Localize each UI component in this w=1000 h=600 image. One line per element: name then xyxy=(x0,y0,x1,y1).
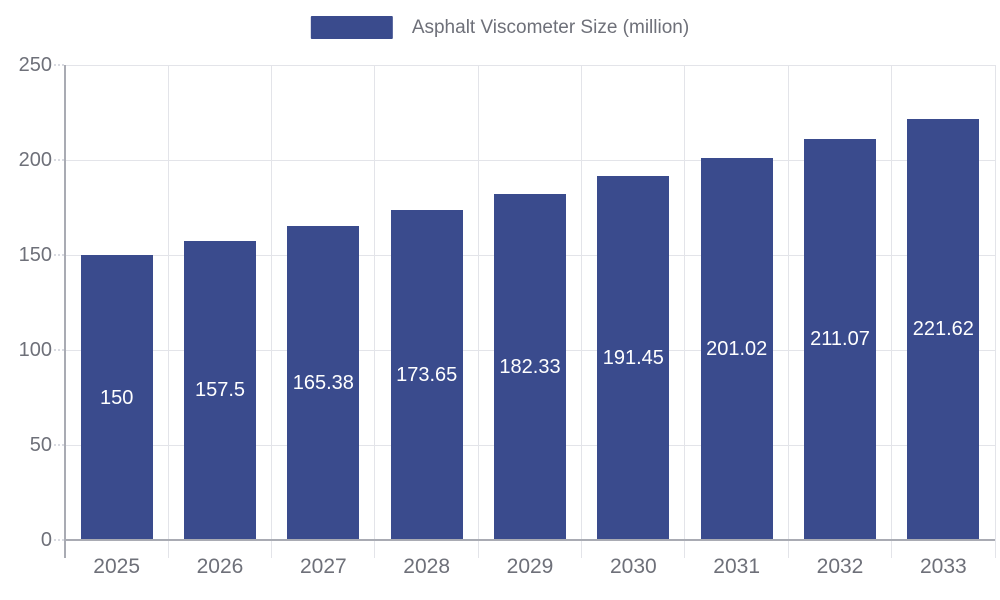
bar-value-label: 191.45 xyxy=(602,347,664,370)
bar-value-label: 182.33 xyxy=(499,355,561,378)
plot-area: 0 50 100 150 200 250 150 2025 157.5 2026 165.38 202… xyxy=(19,55,996,577)
y-axis-tick xyxy=(54,254,64,256)
x-axis-label: 2029 xyxy=(506,555,554,578)
bar-value-label: 221.62 xyxy=(912,318,974,341)
x-gridline xyxy=(787,65,789,558)
bar-value-label: 165.38 xyxy=(292,371,354,394)
bar-2029[interactable]: 182.33 xyxy=(493,193,567,540)
y-axis-label: 0 xyxy=(40,529,52,551)
bar-2028[interactable]: 173.65 xyxy=(390,210,463,540)
y-axis-label: 50 xyxy=(29,434,52,456)
y-axis-tick xyxy=(54,64,64,66)
x-gridline xyxy=(477,65,479,558)
y-axis-label: 250 xyxy=(18,54,52,76)
y-axis-tick xyxy=(54,159,64,161)
bar-2025[interactable]: 150 xyxy=(80,255,153,540)
bar-value-label: 157.5 xyxy=(194,379,246,402)
x-axis-label: 2025 xyxy=(93,555,141,578)
legend-label[interactable]: Asphalt Viscometer Size (million) xyxy=(411,16,690,38)
y-axis-label: 200 xyxy=(18,149,52,171)
legend-swatch[interactable] xyxy=(310,16,393,39)
x-gridline xyxy=(167,65,169,558)
x-axis-label: 2026 xyxy=(196,555,244,578)
x-gridline xyxy=(994,65,996,558)
x-gridline xyxy=(684,65,686,558)
y-gridline xyxy=(65,64,995,66)
y-axis-tick xyxy=(54,539,64,541)
x-axis-label: 2033 xyxy=(919,555,967,578)
x-axis-label: 2031 xyxy=(713,555,761,578)
x-gridline xyxy=(581,65,583,558)
bar-2026[interactable]: 157.5 xyxy=(183,240,257,540)
x-axis-label: 2032 xyxy=(816,555,864,578)
y-axis-label: 150 xyxy=(18,244,52,266)
bar-value-label: 150 xyxy=(99,386,134,409)
bar-value-label: 211.07 xyxy=(810,328,870,351)
x-axis-label: 2030 xyxy=(609,555,657,578)
bar-value-label: 201.02 xyxy=(706,338,768,361)
bar-2030[interactable]: 191.45 xyxy=(597,176,670,540)
y-axis-tick xyxy=(54,349,64,351)
x-gridline xyxy=(891,65,893,558)
bar-2031[interactable]: 201.02 xyxy=(700,158,773,540)
y-axis-tick xyxy=(54,444,64,446)
legend[interactable]: Asphalt Viscometer Size (million) xyxy=(310,16,690,39)
y-axis-label: 100 xyxy=(18,339,52,361)
x-axis-line xyxy=(64,539,995,541)
x-gridline xyxy=(271,65,273,558)
x-axis-label: 2027 xyxy=(299,555,347,578)
bar-value-label: 173.65 xyxy=(396,364,458,387)
y-gridline xyxy=(65,159,995,161)
bar-2032[interactable]: 211.07 xyxy=(803,138,877,540)
x-gridline xyxy=(374,65,376,558)
y-axis-line xyxy=(64,65,66,558)
x-axis-label: 2028 xyxy=(403,555,451,578)
bar-2033[interactable]: 221.62 xyxy=(907,118,980,540)
bar-2027[interactable]: 165.38 xyxy=(287,225,360,540)
